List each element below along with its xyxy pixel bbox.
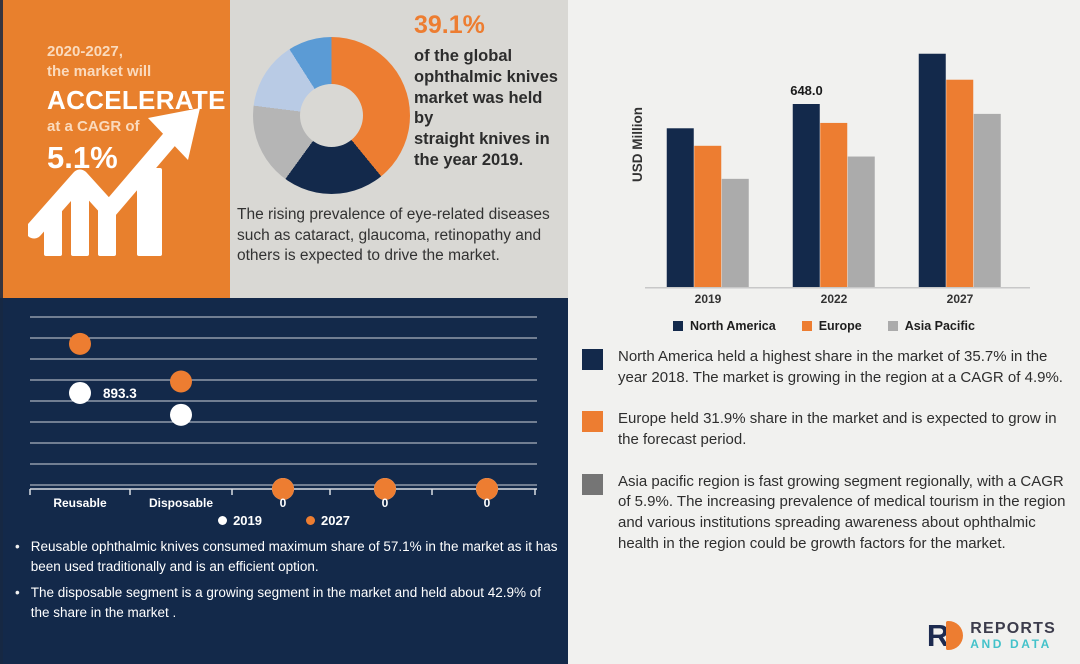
svg-text:648.0: 648.0 [790,83,823,98]
legend-dot-icon [306,516,315,525]
logo-text: REPORTS AND DATA [970,619,1056,651]
bar-North America [792,104,820,287]
legend-swatch-icon [673,321,684,331]
reports-and-data-logo: R REPORTS AND DATA [927,620,1056,651]
dot-2019 [170,403,192,426]
region-bullet: Europe held 31.9% share in the market an… [582,409,1079,450]
region-bullet-text: Europe held 31.9% share in the market an… [618,410,1057,449]
legend-item-North America: North America [673,319,776,333]
dot-2027 [374,478,396,500]
logo-and-data: AND DATA [970,636,1052,651]
legend-label: Europe [818,319,862,333]
market-driver-paragraph: The rising prevalence of eye-related dis… [237,206,550,265]
svg-text:2019: 2019 [695,292,722,306]
stat-desc-line: market was held by [414,88,543,128]
legend-swatch-icon [801,321,812,331]
region-bullet-swatch-icon [582,473,603,495]
logo-letter-r: R [926,618,949,653]
legend-item-Asia Pacific: Asia Pacific [887,319,975,333]
svg-text:0: 0 [280,496,287,510]
logo-letter-d-icon [946,621,964,650]
donut-chart [253,37,410,194]
regional-bar-chart-svg: USD Million 648.0 2019 2022 2027 [630,53,1030,306]
svg-text:0: 0 [382,496,389,510]
bullet-dot-icon: • [15,585,20,601]
donut-section: 39.1% of the global ophthalmic knives mark… [230,0,568,298]
straight-knives-stat: 39.1% of the global ophthalmic knives mark… [414,11,566,171]
logo-reports: REPORTS [970,619,1056,637]
dot-2027 [476,478,498,500]
svg-text:2022: 2022 [821,292,848,306]
bar-Europe [946,79,974,288]
segment-panel: 893.3 Reusable Disposable 0 0 0 2019 2027 • Reu… [0,298,568,664]
logo-mark: R [926,618,964,653]
bar-North America [918,53,946,288]
growth-arrow-chart-icon [28,108,200,256]
bar-Asia Pacific [721,178,749,287]
stat-desc-line: the year 2019. [414,150,524,169]
stat-desc-line: ophthalmic knives [414,67,558,86]
legend-label: 2019 [233,513,262,528]
legend-item-2027: 2027 [306,513,350,528]
cagr-promo-panel: 2020-2027, the market will ACCELERATE at… [0,0,230,298]
svg-text:0: 0 [484,496,491,510]
svg-text:893.3: 893.3 [103,386,137,401]
legend-item-Europe: Europe [801,319,862,333]
bar-Asia Pacific [973,113,1001,287]
bar-Asia Pacific [847,156,875,287]
stat-value: 39.1% [414,11,485,39]
segment-notes: • Reusable ophthalmic knives consumed max… [15,537,560,629]
segment-chart-legend: 2019 2027 [0,513,568,528]
bullet-dot-icon: • [15,539,20,554]
region-bullet-text: North America held a highest share in th… [618,348,1063,386]
legend-item-2019: 2019 [218,513,262,528]
region-bullet: Asia pacific region is fast growing segm… [582,472,1079,555]
region-bullet-swatch-icon [582,349,603,370]
stat-desc: of the global ophthalmic knives market was… [414,46,566,171]
dot-2027 [170,370,192,393]
region-bullet-swatch-icon [582,411,603,433]
legend-dot-icon [218,516,228,525]
bar-Europe [820,122,848,287]
regional-chart-legend: North America Europe Asia Pacific [568,319,1080,333]
bar-Europe [694,145,722,287]
region-bullet-list: North America held a highest share in th… [582,347,1079,576]
promo-period: 2020-2027, [47,43,123,60]
note-text: Reusable ophthalmic knives consumed maxi… [30,539,558,574]
left-edge-strip [0,0,3,664]
bar-North America [666,128,694,287]
svg-text:2027: 2027 [947,292,974,306]
regional-panel: USD Million 648.0 2019 2022 2027 North Ameri… [568,0,1080,664]
svg-text:USD Million: USD Million [630,107,645,182]
dot-2019 [69,381,91,404]
dot-2027 [272,478,294,500]
segment-dot-chart-svg: 893.3 Reusable Disposable 0 0 0 [29,316,537,510]
promo-cagr-value: 5.1% [47,139,118,175]
legend-label: Asia Pacific [904,319,975,333]
note-text: The disposable segment is a growing segm… [30,585,542,620]
dot-2027 [69,332,91,355]
stat-desc-line: straight knives in [414,130,550,149]
region-bullet-text: Asia pacific region is fast growing segm… [618,472,1066,552]
legend-swatch-icon [887,321,898,331]
legend-label: 2027 [321,513,350,528]
svg-text:Disposable: Disposable [149,496,213,510]
region-bullet: North America held a highest share in th… [582,347,1079,388]
stat-desc-line: of the global [414,47,513,65]
promo-line: the market will [47,63,152,81]
note-row: • The disposable segment is a growing seg… [15,583,560,622]
donut-hole [300,84,363,147]
note-row: • Reusable ophthalmic knives consumed max… [15,537,560,576]
promo-sub: at a CAGR of [47,117,140,135]
legend-label: North America [690,319,776,333]
svg-text:Reusable: Reusable [53,496,107,510]
